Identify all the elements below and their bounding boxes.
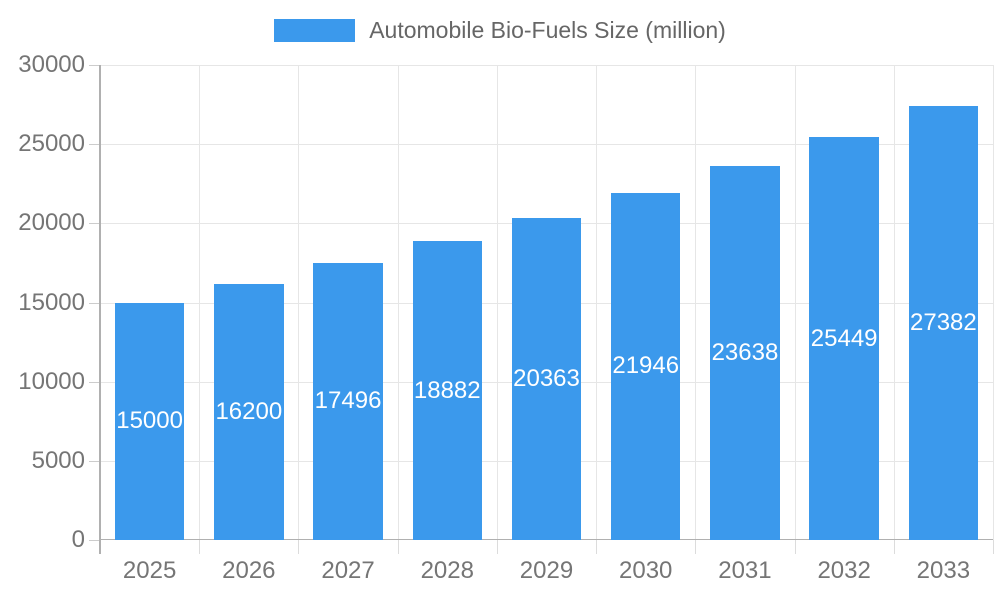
y-axis-tick-label: 25000 bbox=[18, 130, 85, 158]
bar-value-label: 15000 bbox=[116, 407, 183, 435]
y-axis-tick bbox=[89, 540, 99, 541]
x-axis-tick-label: 2027 bbox=[321, 557, 375, 584]
gridline-vertical bbox=[695, 65, 697, 540]
x-axis-tick bbox=[596, 540, 598, 554]
bar bbox=[908, 106, 979, 540]
y-axis-tick-label: 5000 bbox=[31, 446, 85, 474]
y-axis-tick-label: 15000 bbox=[18, 288, 85, 316]
y-axis-tick bbox=[89, 65, 99, 66]
x-axis-tick bbox=[695, 540, 697, 554]
bar bbox=[710, 165, 780, 540]
gridline-vertical bbox=[596, 65, 598, 540]
x-axis-tick bbox=[993, 540, 994, 554]
x-axis-tick-label: 2026 bbox=[222, 557, 276, 584]
gridline-vertical bbox=[397, 65, 399, 540]
plot-area: 0 5000 10000 15000 20000 25000 30000 15000 2025 1… bbox=[18, 51, 994, 584]
bar-value-label: 17496 bbox=[314, 387, 382, 415]
bar-value-label: 25449 bbox=[810, 324, 878, 352]
legend-label: Automobile Bio-Fuels Size (million) bbox=[369, 16, 726, 43]
gridline-horizontal bbox=[100, 144, 993, 146]
bar-value-label: 27382 bbox=[910, 309, 977, 337]
bar-value-label: 20363 bbox=[513, 364, 580, 392]
gridline-vertical bbox=[496, 65, 498, 540]
bar-value-label: 16200 bbox=[215, 397, 283, 425]
x-axis-tick bbox=[199, 540, 201, 554]
gridline-horizontal bbox=[100, 65, 993, 66]
x-axis-tick-label: 2031 bbox=[718, 557, 772, 584]
x-axis-tick-label: 2033 bbox=[916, 557, 971, 584]
legend[interactable]: Automobile Bio-Fuels Size (million) bbox=[0, 14, 1000, 46]
y-axis-line bbox=[99, 65, 101, 554]
bar bbox=[412, 241, 482, 540]
gridline-vertical bbox=[794, 65, 796, 540]
y-axis-tick bbox=[89, 381, 99, 383]
x-axis-tick-label: 2030 bbox=[619, 557, 673, 584]
bar bbox=[610, 192, 681, 540]
y-axis-tick-label: 0 bbox=[71, 526, 85, 553]
y-axis-tick bbox=[89, 302, 99, 304]
y-axis-tick bbox=[89, 223, 99, 225]
x-axis-tick-label: 2029 bbox=[519, 557, 574, 584]
bar bbox=[809, 137, 879, 540]
gridline-vertical bbox=[199, 65, 201, 540]
bar bbox=[313, 262, 383, 540]
x-axis-tick-label: 2032 bbox=[817, 557, 871, 584]
gridline-vertical bbox=[298, 65, 300, 540]
x-axis-tick bbox=[298, 540, 300, 554]
x-axis-tick bbox=[397, 540, 399, 554]
y-axis-tick-label: 30000 bbox=[18, 51, 85, 78]
y-axis-tick-label: 20000 bbox=[18, 209, 85, 237]
gridline-vertical bbox=[993, 65, 994, 540]
x-axis-tick-label: 2025 bbox=[122, 557, 177, 584]
bar-value-label: 21946 bbox=[612, 352, 680, 380]
y-axis-tick bbox=[89, 144, 99, 146]
bar bbox=[511, 217, 582, 540]
legend-swatch-icon bbox=[274, 18, 356, 42]
bar bbox=[214, 283, 284, 540]
x-axis-tick bbox=[794, 540, 796, 554]
y-axis-tick-label: 10000 bbox=[18, 367, 85, 395]
y-axis-tick bbox=[89, 460, 99, 462]
x-axis-tick bbox=[496, 540, 498, 554]
bar-value-label: 23638 bbox=[711, 338, 779, 366]
bar bbox=[114, 302, 185, 540]
x-axis-tick-label: 2028 bbox=[420, 557, 474, 584]
x-axis-tick bbox=[893, 540, 895, 554]
bar-value-label: 18882 bbox=[413, 376, 481, 404]
gridline-vertical bbox=[893, 65, 895, 540]
